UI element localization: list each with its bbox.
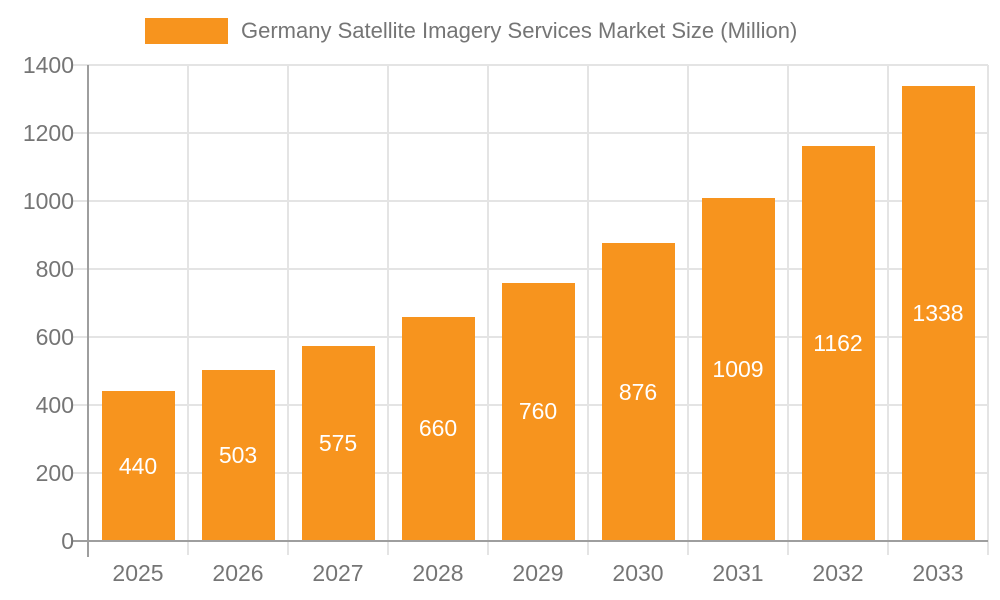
x-axis-tick-mark [287, 541, 289, 555]
bar-value-label: 575 [318, 429, 358, 456]
y-axis-tick-label: 1200 [22, 120, 74, 146]
y-axis-tick-label: 400 [35, 392, 74, 418]
bar[interactable]: 1162 [801, 145, 875, 541]
gridline-vertical [187, 65, 189, 541]
x-axis-tick-mark [387, 541, 389, 555]
legend-swatch [145, 18, 228, 44]
gridline-horizontal [88, 64, 988, 66]
y-axis-tick-mark [72, 336, 88, 338]
gridline-vertical [787, 65, 789, 541]
x-axis-tick-label: 2032 [812, 560, 864, 586]
bar-value-label: 440 [118, 452, 158, 479]
bar-value-label: 503 [218, 441, 258, 468]
x-axis-tick-label: 2031 [712, 560, 764, 586]
gridline-vertical [387, 65, 389, 541]
y-axis-tick-mark [72, 64, 88, 66]
x-axis-tick-mark [187, 541, 189, 555]
x-axis-tick-label: 2029 [512, 560, 564, 586]
x-axis-tick-mark [787, 541, 789, 555]
gridline-vertical [687, 65, 689, 541]
x-axis-tick-mark [587, 541, 589, 555]
bar-value-label: 1009 [712, 355, 764, 382]
x-axis-tick-label: 2026 [212, 560, 264, 586]
gridline-vertical [587, 65, 589, 541]
x-axis-tick-label: 2028 [412, 560, 464, 586]
legend-item[interactable]: Germany Satellite Imagery Services Marke… [145, 18, 797, 44]
gridline-vertical [487, 65, 489, 541]
gridline-horizontal [88, 200, 988, 202]
y-axis-tick-label: 600 [35, 324, 74, 350]
bar-value-label: 1162 [813, 329, 863, 356]
x-axis-line [72, 540, 988, 542]
gridline-horizontal [88, 132, 988, 134]
y-axis-tick-label: 1400 [22, 52, 74, 78]
bar[interactable]: 1338 [901, 86, 975, 541]
bar-value-label: 760 [518, 398, 558, 425]
legend-label: Germany Satellite Imagery Services Marke… [241, 18, 798, 43]
y-axis-tick-mark [72, 268, 88, 270]
bar[interactable]: 503 [201, 369, 275, 541]
bar[interactable]: 660 [401, 316, 475, 541]
y-axis-tick-label: 800 [35, 256, 74, 282]
y-axis-line [87, 65, 89, 557]
bar[interactable]: 760 [501, 282, 575, 541]
y-axis-tick-mark [72, 404, 88, 406]
y-axis-tick-mark [72, 472, 88, 474]
bar[interactable]: 1009 [701, 197, 775, 541]
x-axis-tick-mark [887, 541, 889, 555]
gridline-vertical [887, 65, 889, 541]
gridline-vertical [287, 65, 289, 541]
y-axis-tick-mark [72, 132, 88, 134]
bar[interactable]: 575 [301, 345, 375, 541]
x-axis-tick-label: 2027 [312, 560, 364, 586]
y-axis-tick-label: 200 [35, 460, 74, 486]
bar-value-label: 660 [418, 415, 458, 442]
x-axis-tick-label: 2025 [112, 560, 164, 586]
bar-value-label: 1338 [912, 300, 964, 327]
x-axis-tick-label: 2030 [612, 560, 664, 586]
y-axis-tick-label: 0 [61, 528, 74, 554]
y-axis-tick-label: 1000 [22, 188, 74, 214]
x-axis-tick-label: 2033 [912, 560, 964, 586]
bar-value-label: 876 [618, 378, 658, 405]
x-axis-tick-mark [487, 541, 489, 555]
bar[interactable]: 440 [101, 391, 175, 541]
y-axis-tick-mark [72, 200, 88, 202]
x-axis-tick-mark [687, 541, 689, 555]
gridline-horizontal [88, 268, 988, 270]
gridline-vertical [987, 65, 989, 541]
x-axis-tick-mark [987, 541, 989, 555]
bar[interactable]: 876 [601, 243, 675, 541]
